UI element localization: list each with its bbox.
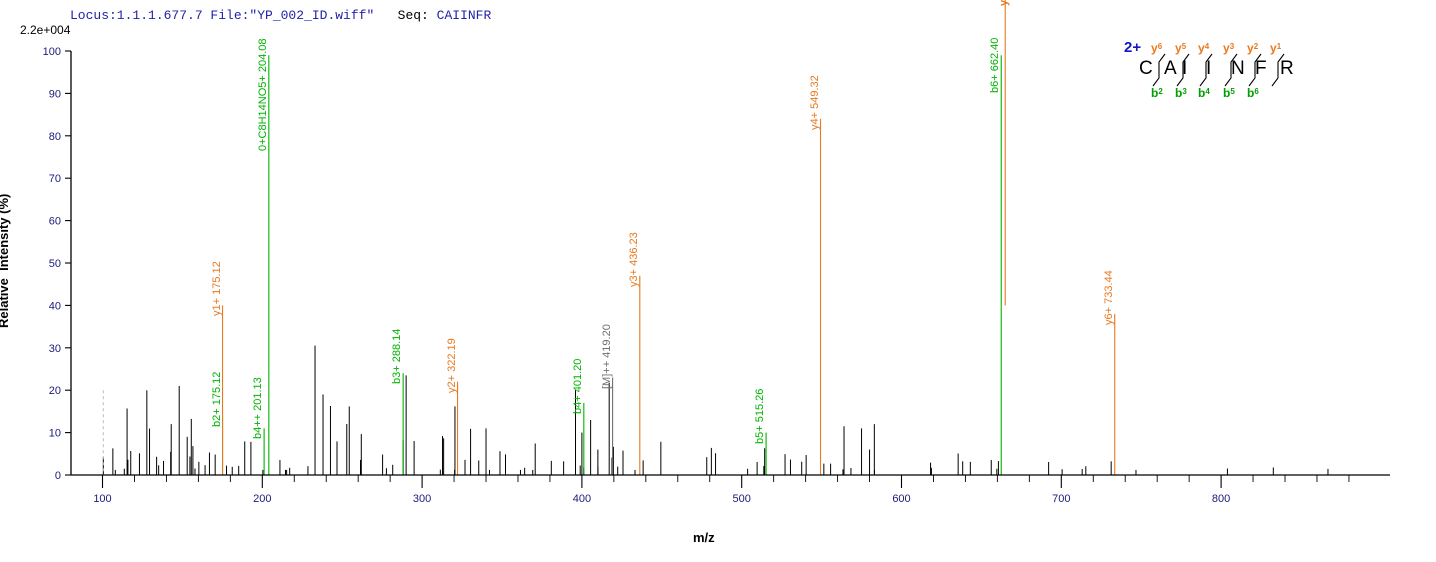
svg-text:800: 800 <box>1212 493 1230 505</box>
svg-text:300: 300 <box>413 493 431 505</box>
svg-text:40: 40 <box>49 300 61 312</box>
svg-text:400: 400 <box>573 493 591 505</box>
svg-text:30: 30 <box>49 343 61 355</box>
svg-text:20: 20 <box>49 385 61 397</box>
svg-text:500: 500 <box>733 493 751 505</box>
svg-text:80: 80 <box>49 131 61 143</box>
svg-text:700: 700 <box>1052 493 1070 505</box>
svg-text:70: 70 <box>49 173 61 185</box>
svg-text:0: 0 <box>55 470 61 482</box>
svg-text:100: 100 <box>43 46 61 58</box>
svg-text:100: 100 <box>93 493 111 505</box>
svg-text:50: 50 <box>49 258 61 270</box>
svg-text:600: 600 <box>892 493 910 505</box>
svg-text:60: 60 <box>49 216 61 228</box>
svg-text:10: 10 <box>49 428 61 440</box>
svg-text:90: 90 <box>49 88 61 100</box>
svg-text:200: 200 <box>253 493 271 505</box>
